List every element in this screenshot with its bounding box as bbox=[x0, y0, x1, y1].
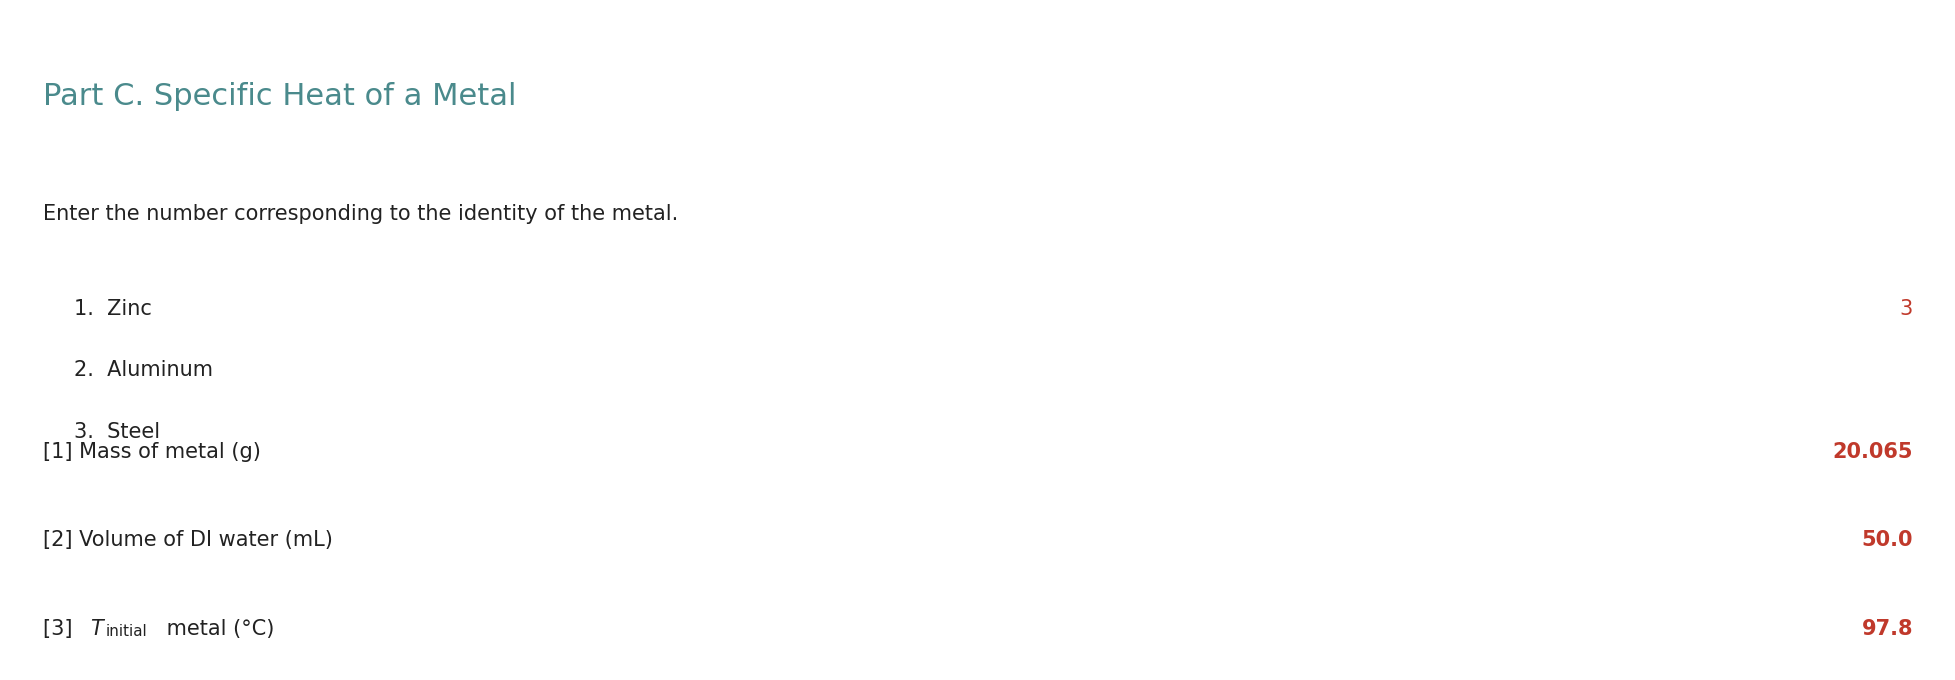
Text: 50.0: 50.0 bbox=[1861, 530, 1912, 550]
Text: [3]: [3] bbox=[43, 619, 78, 639]
Text: [1] Mass of metal (g): [1] Mass of metal (g) bbox=[43, 442, 260, 462]
Text: Part C. Specific Heat of a Metal: Part C. Specific Heat of a Metal bbox=[43, 82, 516, 111]
Text: initial: initial bbox=[106, 624, 149, 639]
Text: 20.065: 20.065 bbox=[1832, 442, 1912, 462]
Text: 3: 3 bbox=[1898, 299, 1912, 319]
Text: Enter the number corresponding to the identity of the metal.: Enter the number corresponding to the id… bbox=[43, 204, 678, 224]
Text: 97.8: 97.8 bbox=[1861, 619, 1912, 639]
Text: [2] Volume of DI water (mL): [2] Volume of DI water (mL) bbox=[43, 530, 332, 550]
Text: 3.  Steel: 3. Steel bbox=[74, 422, 160, 441]
Text: 1.  Zinc: 1. Zinc bbox=[74, 299, 152, 319]
Text: T: T bbox=[90, 619, 102, 639]
Text: 2.  Aluminum: 2. Aluminum bbox=[74, 360, 213, 380]
Text: metal (°C): metal (°C) bbox=[160, 619, 274, 639]
